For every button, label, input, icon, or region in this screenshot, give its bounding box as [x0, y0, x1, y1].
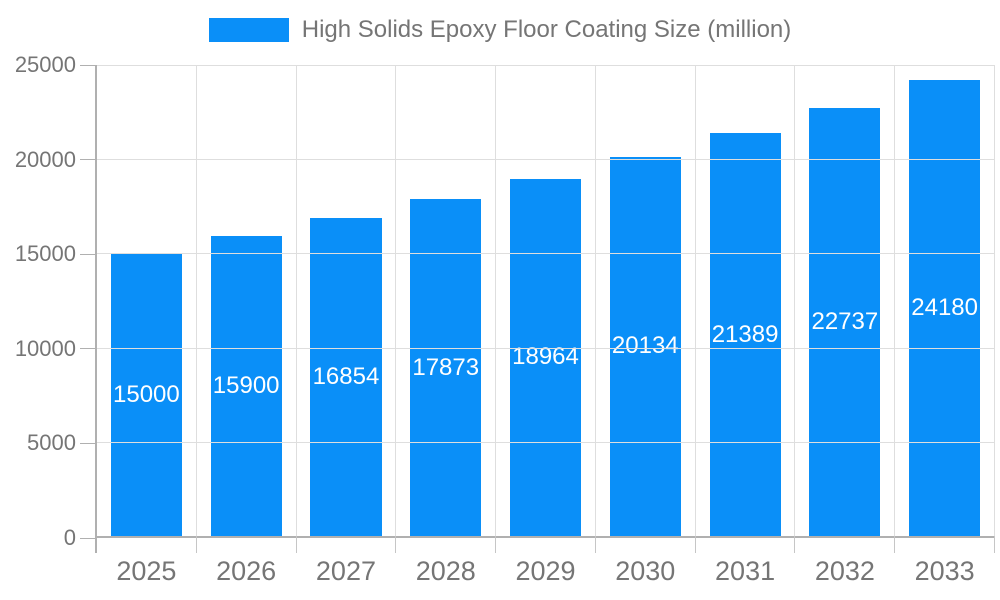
x-tick: [295, 536, 297, 553]
gridline: [97, 65, 995, 66]
y-tick-label: 10000: [14, 335, 76, 361]
bar: 22737: [809, 107, 881, 536]
y-tick-label: 25000: [14, 52, 76, 77]
x-tick-label: 2026: [216, 556, 277, 586]
legend-swatch: [208, 18, 289, 42]
bar: 21389: [709, 133, 781, 536]
bar-value-label: 24180: [911, 294, 978, 322]
x-tick: [894, 536, 896, 553]
x-tick-label: 2033: [914, 556, 975, 586]
gridline: [97, 441, 995, 443]
category-cell: 16854 2027: [297, 65, 397, 586]
bar-value-label: 20134: [611, 332, 679, 360]
category-cell: 20134 2030: [596, 65, 696, 586]
bar-value-label: 22737: [811, 307, 879, 335]
x-tick-label: 2032: [814, 556, 875, 586]
gridline: [97, 347, 995, 349]
bar: 15900: [210, 236, 282, 536]
x-tick-label: 2031: [715, 556, 776, 586]
bar: 17873: [410, 199, 482, 536]
x-tick-label: 2029: [515, 556, 576, 586]
bar-value-label: 15900: [212, 372, 280, 400]
x-tick: [594, 536, 596, 553]
plot-area: 15000 2025 15900 2026 16854 2027 17873 2028 1896…: [95, 65, 996, 586]
y-tick: [80, 442, 96, 444]
gridline: [97, 159, 995, 161]
x-tick: [694, 536, 696, 553]
bar-value-label: 16854: [312, 363, 380, 391]
gridline: [97, 253, 995, 255]
bar-value-label: 15000: [113, 380, 180, 408]
bar: 16854: [310, 218, 382, 536]
bar: 15000: [110, 253, 182, 536]
y-tick: [80, 537, 96, 539]
bar-value-label: 17873: [412, 353, 480, 381]
bars-container: 15000 2025 15900 2026 16854 2027 17873 2028 1896…: [95, 65, 996, 586]
x-tick: [794, 536, 796, 553]
bar: 20134: [609, 156, 681, 536]
x-tick: [994, 536, 996, 553]
x-tick-label: 2028: [415, 556, 476, 586]
y-tick-label: 5000: [27, 430, 76, 456]
y-tick: [80, 253, 96, 255]
y-tick: [80, 159, 96, 161]
y-tick-label: 0: [63, 525, 76, 550]
bar: 18964: [509, 178, 582, 536]
category-cell: 15000 2025: [95, 65, 197, 586]
bar-value-label: 21389: [711, 320, 779, 348]
bar: 24180: [909, 80, 981, 536]
legend: High Solids Epoxy Floor Coating Size (mi…: [0, 16, 1000, 44]
y-tick: [80, 348, 96, 350]
x-tick-label: 2027: [315, 556, 376, 586]
x-tick-label: 2025: [116, 556, 177, 586]
x-tick: [495, 536, 497, 553]
category-cell: 18964 2029: [496, 65, 596, 586]
x-tick-label: 2030: [615, 556, 676, 586]
category-cell: 22737 2032: [795, 65, 896, 586]
y-tick: [80, 64, 96, 66]
category-cell: 21389 2031: [696, 65, 796, 586]
x-tick: [195, 536, 197, 553]
x-tick: [95, 536, 97, 553]
y-tick-label: 15000: [14, 241, 76, 267]
category-cell: 17873 2028: [396, 65, 497, 586]
category-cell: 15900 2026: [197, 65, 297, 586]
category-cell: 24180 2033: [895, 65, 996, 586]
x-tick: [395, 536, 397, 553]
y-tick-label: 20000: [14, 146, 76, 172]
legend-label: High Solids Epoxy Floor Coating Size (mi…: [301, 16, 792, 43]
